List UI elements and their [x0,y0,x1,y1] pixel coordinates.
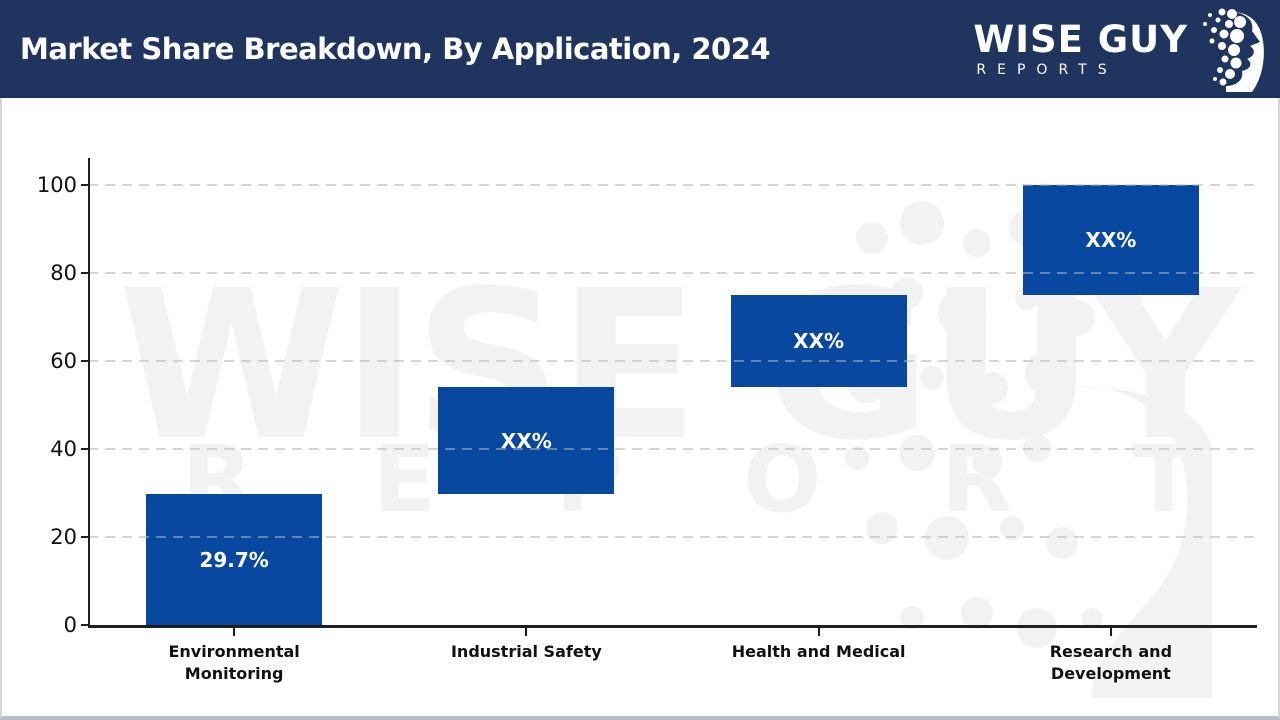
brand-subtitle: REPORTS [976,61,1118,78]
y-tick-mark [81,272,88,274]
bar-2: XX% [438,387,615,495]
header-bar: Market Share Breakdown, By Application, … [0,0,1280,98]
brand-name: WISE GUY [973,17,1188,61]
x-tick-mark [817,628,820,636]
bar-value-label: XX% [1085,228,1137,252]
page-title: Market Share Breakdown, By Application, … [20,32,771,66]
y-tick-label: 100 [36,173,77,197]
brand-logo: WISE GUY REPORTS [973,6,1270,92]
x-tick-mark [1109,628,1112,636]
y-tick-label: 20 [50,525,77,549]
y-tick-label: 60 [50,349,77,373]
gridline [88,536,1257,538]
bar-value-label: XX% [793,329,845,354]
x-axis [88,625,1257,628]
logo-face-icon [1203,8,1264,92]
gridline [88,448,1257,450]
y-tick-mark [81,184,88,186]
y-tick-label: 80 [50,261,77,285]
gridline [88,360,1257,362]
y-tick-mark [81,536,88,538]
y-tick-mark [81,448,88,450]
bar-value-label: 29.7% [199,547,269,572]
gridline [88,272,1257,274]
bar-3: XX% [730,295,907,388]
y-tick-mark [81,624,88,626]
bar-1: 29.7% [146,494,323,625]
y-tick-label: 40 [50,437,77,461]
x-tick-mark [233,628,236,636]
x-category-label: Environmental Monitoring [168,642,300,683]
bar-4: XX% [1022,185,1199,295]
x-category-label: Health and Medical [731,642,906,661]
chart-canvas: WISE GUY R E P O R T S 29.7%XX%XX%XX%020… [0,98,1280,720]
y-tick-label: 0 [63,613,77,637]
watermark-reports: R E P O R T S [182,426,1278,533]
x-category-label: Industrial Safety [450,642,602,661]
x-tick-mark [525,628,528,636]
gridline [88,184,1257,186]
y-axis [88,158,90,628]
brand-logo-text: WISE GUY REPORTS [973,21,1188,78]
x-category-label: Research and Development [1049,642,1173,683]
y-tick-mark [81,360,88,362]
